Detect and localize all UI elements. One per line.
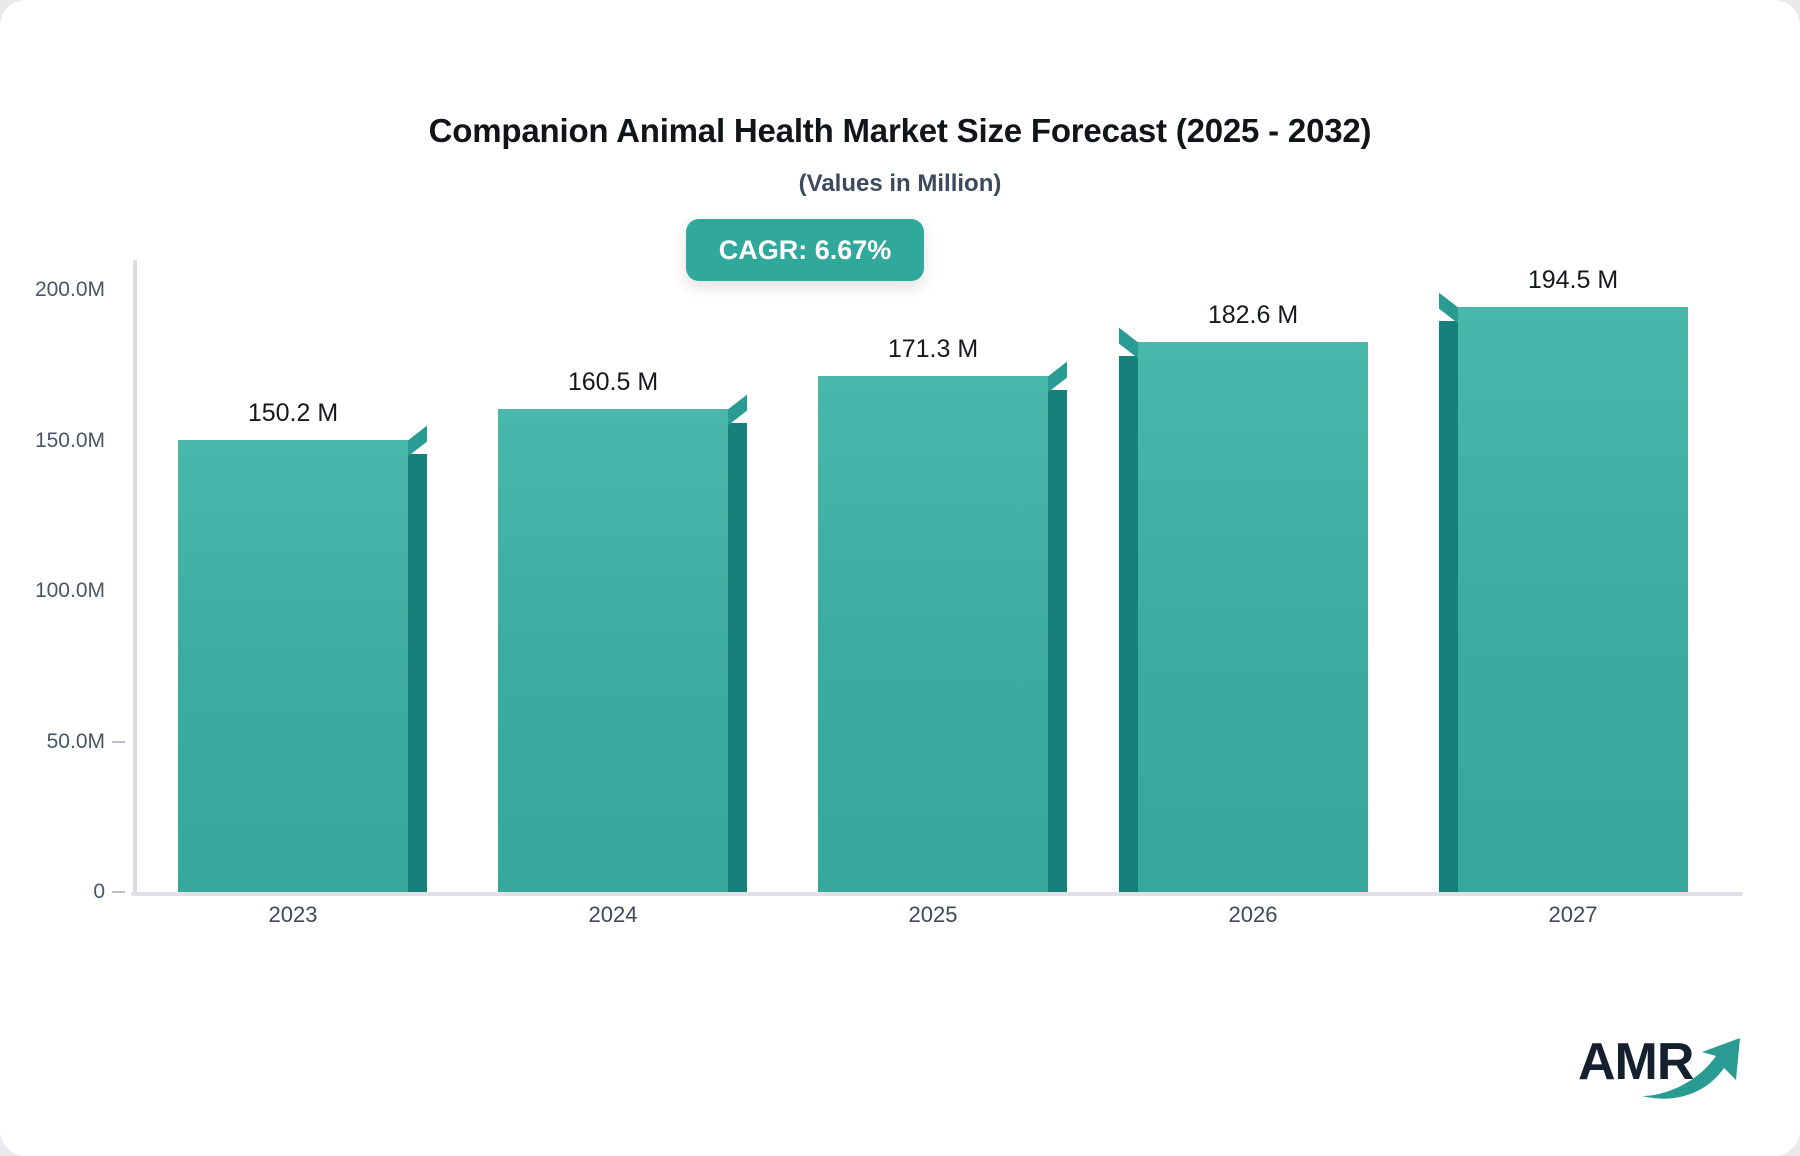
y-axis-tick-50: 50.0M bbox=[46, 729, 105, 753]
chart-title: Companion Animal Health Market Size Fore… bbox=[428, 112, 1372, 149]
bar-front-face bbox=[498, 408, 728, 892]
bar-2026[interactable]: 182.6 M bbox=[1119, 301, 1368, 892]
bar-value-label: 171.3 M bbox=[887, 335, 979, 364]
bar-value-label: 150.2 M bbox=[247, 398, 339, 427]
y-axis-tick-150: 150.0M bbox=[34, 428, 105, 452]
bar-front-face bbox=[1458, 306, 1688, 892]
bar-top-face bbox=[1048, 361, 1067, 393]
x-axis-label-2025: 2025 bbox=[908, 902, 958, 927]
bar-top-face bbox=[1439, 292, 1458, 323]
cagr-badge: CAGR: 6.67% bbox=[686, 219, 924, 281]
bar-value-label: 160.5 M bbox=[567, 367, 659, 396]
y-axis-tick-mark-0 bbox=[112, 891, 125, 893]
bar-side-face bbox=[728, 422, 747, 892]
y-axis-tick-mark-50 bbox=[112, 740, 125, 743]
amr-logo-text: AMR bbox=[1578, 1033, 1694, 1091]
x-axis-line bbox=[131, 892, 1743, 896]
bar-side-face bbox=[1048, 390, 1067, 892]
bar-top-face bbox=[728, 394, 747, 426]
x-axis-label-2024: 2024 bbox=[588, 902, 638, 927]
x-axis-label-2027: 2027 bbox=[1548, 902, 1598, 927]
amr-logo: AMR bbox=[1578, 1026, 1748, 1104]
bar-side-face bbox=[1439, 320, 1458, 892]
bar-top-face bbox=[1119, 327, 1138, 359]
growth-arrow-icon bbox=[1642, 1038, 1740, 1099]
bar-side-face bbox=[408, 453, 427, 892]
bar-2025[interactable]: 171.3 M bbox=[818, 335, 1067, 892]
plot-area: 150.2 M 160.5 M 171.3 M 182.6 M 194.5 M 2023… bbox=[131, 260, 1743, 927]
y-axis-tick-labels: 0 50.0M 100.0M 150.0M 200.0M bbox=[0, 0, 125, 1156]
cagr-badge-label: CAGR: 6.67% bbox=[718, 234, 892, 265]
bar-front-face bbox=[1138, 342, 1368, 892]
bar-2027[interactable]: 194.5 M bbox=[1439, 266, 1688, 892]
y-axis-tick-200: 200.0M bbox=[34, 278, 105, 301]
y-axis-tick-100: 100.0M bbox=[34, 579, 105, 602]
bar-value-label: 182.6 M bbox=[1207, 301, 1299, 330]
chart-subtitle: (Values in Million) bbox=[798, 170, 1002, 197]
bar-front-face bbox=[818, 376, 1048, 892]
y-axis-tick-0: 0 bbox=[93, 880, 105, 903]
bar-2024[interactable]: 160.5 M bbox=[498, 368, 747, 892]
bar-top-face bbox=[408, 425, 427, 457]
x-axis-label-2026: 2026 bbox=[1228, 902, 1278, 927]
x-axis-label-2023: 2023 bbox=[268, 902, 318, 927]
bar-2023[interactable]: 150.2 M bbox=[178, 399, 427, 892]
bar-front-face bbox=[178, 439, 408, 892]
y-axis-line bbox=[133, 260, 137, 892]
bar-value-label: 194.5 M bbox=[1527, 265, 1619, 294]
bar-side-face bbox=[1119, 356, 1138, 892]
